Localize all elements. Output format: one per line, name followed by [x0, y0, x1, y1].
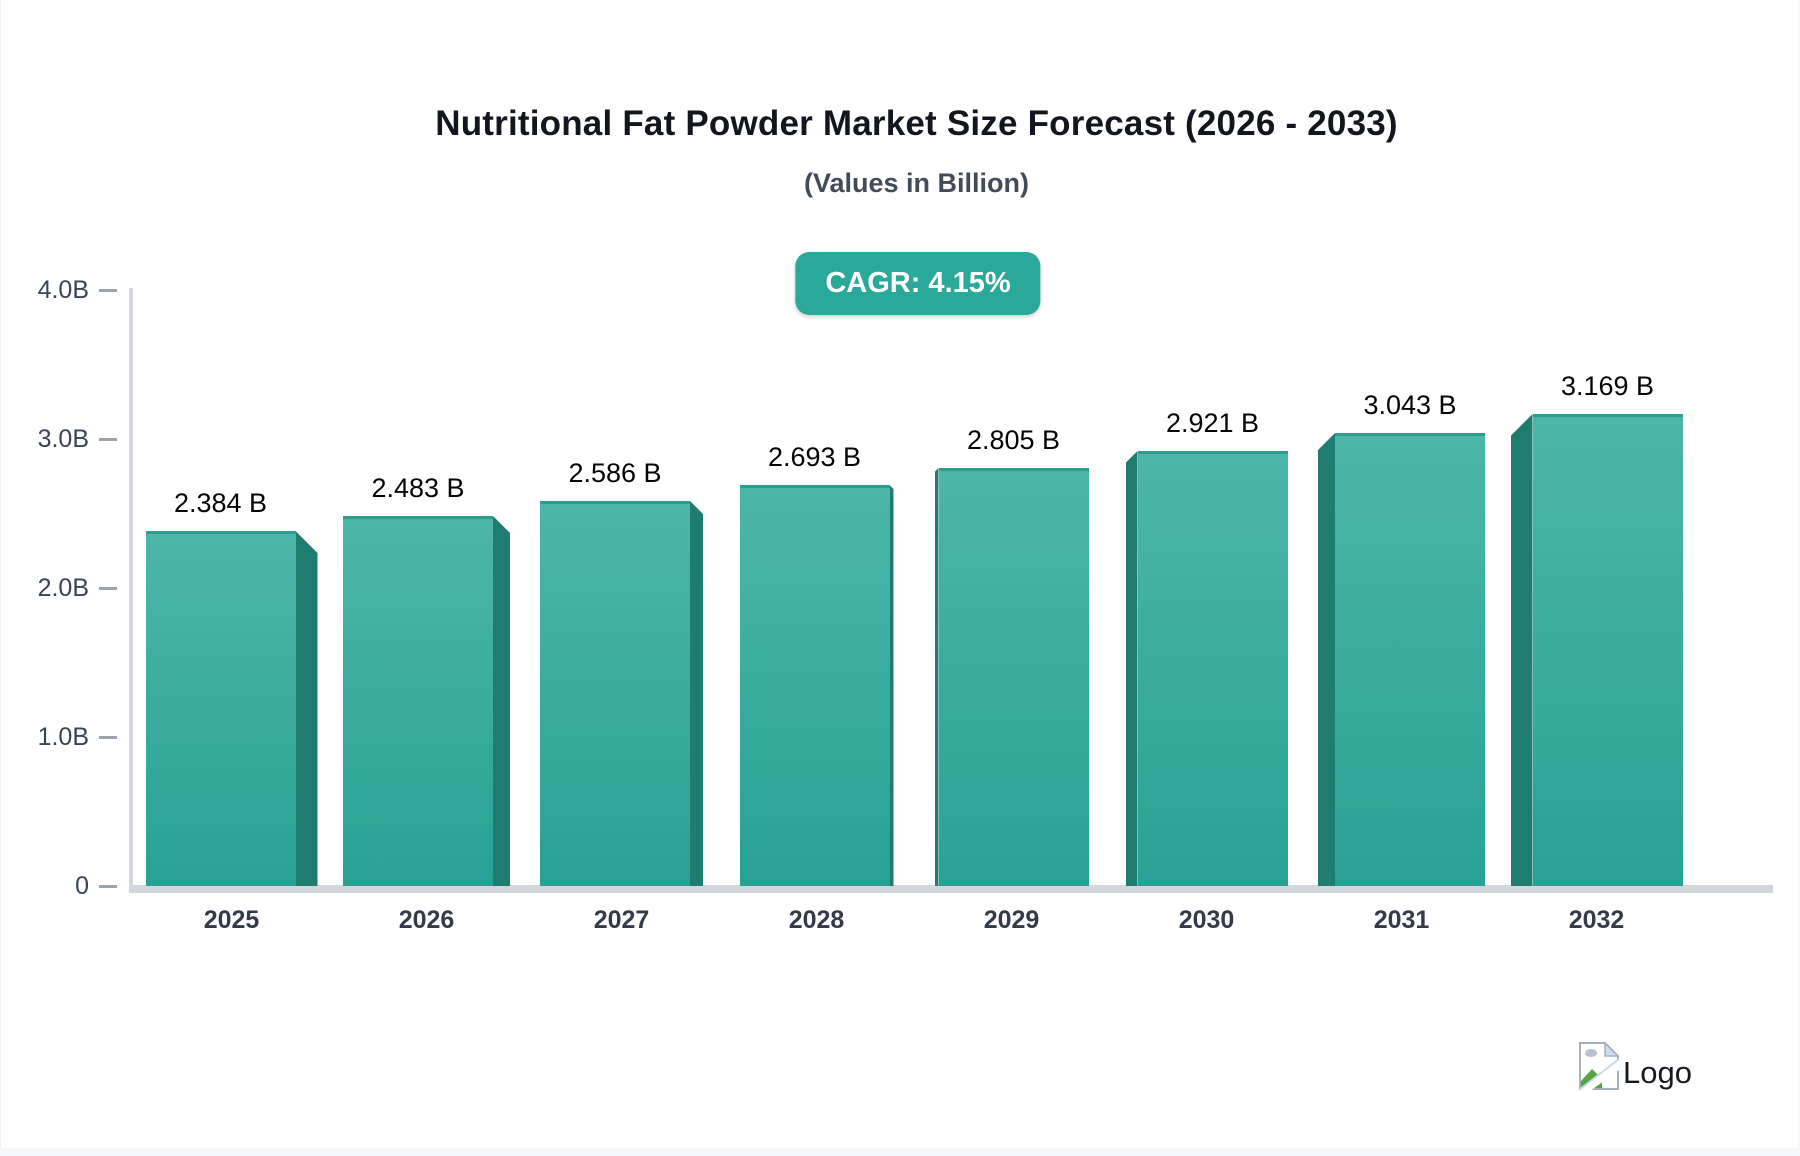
bar-side-panel: [493, 516, 510, 886]
bar-2032[interactable]: [1499, 414, 1694, 886]
y-axis-line: [129, 288, 133, 886]
bar-value-label: 2.921 B: [1165, 408, 1260, 438]
bar-value-label: 2.586 B: [568, 458, 662, 488]
bar-side-panel: [1318, 433, 1335, 886]
bar-side-panel: [889, 485, 894, 886]
chart-title: Nutritional Fat Powder Market Size Forec…: [435, 104, 1398, 143]
bar-side-panel: [934, 468, 939, 886]
x-axis-label-2031: 2031: [1373, 906, 1430, 934]
bar-face: [1335, 433, 1485, 886]
x-axis-label-2026: 2026: [398, 906, 455, 934]
bar-face: [145, 531, 296, 886]
bar-side-panel: [295, 531, 318, 886]
bar-face: [343, 516, 493, 886]
x-axis-label-2032: 2032: [1568, 906, 1625, 934]
bar-value-label: 3.169 B: [1560, 371, 1655, 401]
bar-side-panel: [1510, 414, 1533, 886]
bar-face: [1137, 451, 1288, 886]
y-axis-tick: [99, 884, 117, 888]
logo: Logo: [1577, 1040, 1692, 1092]
bar-2029[interactable]: [914, 468, 1109, 886]
bar-face: [739, 485, 890, 886]
bar-2025[interactable]: [134, 531, 329, 886]
bar-value-label: 2.384 B: [173, 488, 268, 518]
bar-2027[interactable]: [524, 501, 719, 886]
logo-text: Logo: [1623, 1055, 1692, 1090]
x-axis-label-2028: 2028: [788, 906, 845, 934]
y-axis-tick: [99, 288, 117, 292]
y-axis-tick: [99, 586, 117, 590]
x-axis-baseline: [129, 885, 1773, 893]
y-axis-tick-label: 4.0B: [37, 276, 89, 304]
x-axis-label-2029: 2029: [983, 906, 1040, 934]
x-axis-label-2025: 2025: [203, 906, 260, 934]
bar-value-label: 2.483 B: [371, 473, 465, 503]
bar-face: [1532, 414, 1683, 886]
bar-face: [540, 501, 690, 886]
bar-side-panel: [1125, 451, 1138, 886]
y-axis-tick-label: 1.0B: [37, 723, 89, 751]
cagr-badge: CAGR: 4.15%: [795, 252, 1041, 315]
chart-subtitle: (Values in Billion): [803, 168, 1030, 198]
y-axis-tick: [99, 735, 117, 739]
bar-value-label: 2.805 B: [966, 425, 1061, 455]
bar-2030[interactable]: [1109, 451, 1304, 886]
bar-value-label: 2.693 B: [767, 442, 862, 472]
y-axis-tick-label: 3.0B: [37, 425, 89, 453]
bar-2028[interactable]: [719, 485, 914, 886]
y-axis-tick-label: 0: [75, 872, 89, 900]
bar-value-label: 3.043 B: [1363, 390, 1457, 420]
y-axis-tick: [99, 437, 117, 441]
bar-face: [938, 468, 1089, 886]
x-axis-label-2027: 2027: [593, 906, 650, 934]
x-axis-label-2030: 2030: [1178, 906, 1235, 934]
bar-2026[interactable]: [329, 516, 524, 886]
broken-image-icon: [1578, 1041, 1620, 1091]
bar-2031[interactable]: [1304, 433, 1499, 886]
bar-side-panel: [690, 501, 703, 886]
y-axis-tick-label: 2.0B: [37, 574, 89, 602]
